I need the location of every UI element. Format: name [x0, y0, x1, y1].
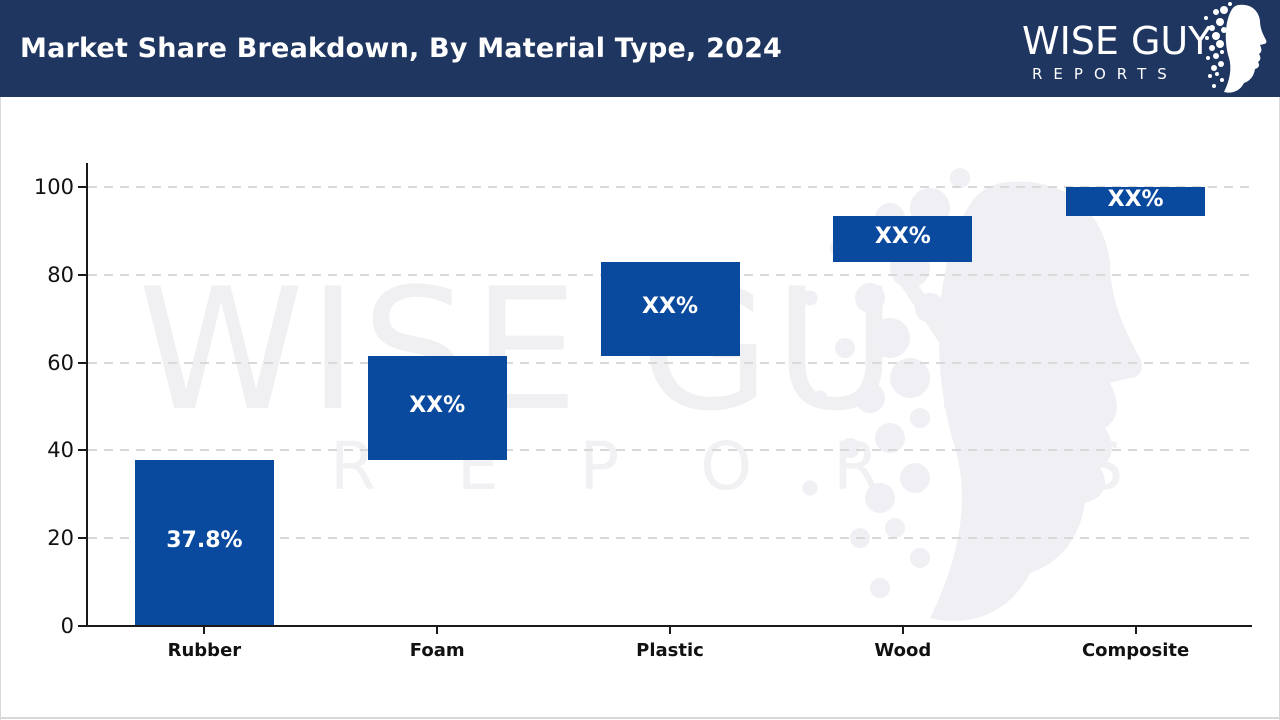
- bar-plastic: [600, 262, 740, 356]
- y-tick-label-20: 20: [47, 526, 74, 551]
- chart-title: Market Share Breakdown, By Material Type…: [20, 33, 783, 64]
- y-tick-20: [78, 537, 86, 540]
- y-tick-0: [78, 625, 86, 627]
- x-tick-wood: [901, 627, 904, 634]
- x-tick-label-foam: Foam: [409, 640, 465, 661]
- gridline-60: [88, 361, 1252, 364]
- logo-head-icon: [1204, 2, 1267, 93]
- gridline-40: [88, 449, 1252, 452]
- x-tick-label-plastic: Plastic: [636, 640, 704, 661]
- bar-foam: [367, 356, 507, 461]
- logo-reports-text: REPORTS: [1032, 65, 1178, 83]
- wise-guy-reports-logo: WISE GUY REPORTS: [1022, 2, 1267, 93]
- x-tick-label-wood: Wood: [874, 640, 932, 661]
- report-header: Market Share Breakdown, By Material Type…: [0, 0, 1280, 97]
- gridline-20: [88, 537, 1252, 540]
- bar-rubber: [134, 460, 274, 626]
- y-tick-100: [78, 186, 86, 188]
- y-tick-label-0: 0: [60, 614, 74, 638]
- x-tick-composite: [1134, 627, 1137, 634]
- y-tick-label-80: 80: [47, 262, 74, 287]
- canvas-bottom-hairline: [0, 717, 1280, 719]
- bar-value-label-plastic: XX%: [642, 294, 698, 320]
- bar-value-label-rubber: 37.8%: [166, 528, 243, 554]
- bar-value-label-composite: XX%: [1107, 186, 1164, 212]
- x-tick-plastic: [669, 627, 671, 634]
- x-tick-label-composite: Composite: [1081, 640, 1190, 661]
- x-tick-label-rubber: Rubber: [167, 640, 242, 661]
- y-tick-label-60: 60: [47, 350, 74, 375]
- y-tick-80: [78, 273, 86, 276]
- bar-composite: [1066, 187, 1206, 217]
- x-tick-foam: [436, 627, 439, 634]
- bar-wood: [833, 216, 973, 263]
- watermark-text-wiseguy: WISE GUY: [138, 252, 1008, 448]
- y-tick-40: [78, 449, 86, 452]
- gridline-100: [88, 186, 1252, 188]
- y-tick-label-100: 100: [33, 175, 74, 199]
- logo-wiseguy-text: WISE GUY: [1022, 19, 1212, 63]
- y-tick-label-40: 40: [47, 438, 74, 463]
- watermark-head-icon: [802, 168, 1142, 621]
- canvas-left-hairline: [0, 97, 1, 720]
- x-tick-rubber: [203, 627, 206, 634]
- y-axis-line: [86, 163, 88, 627]
- x-axis-line: [86, 625, 1252, 627]
- bar-value-label-foam: XX%: [409, 393, 466, 419]
- y-tick-60: [78, 361, 86, 364]
- bar-value-label-wood: XX%: [874, 224, 931, 250]
